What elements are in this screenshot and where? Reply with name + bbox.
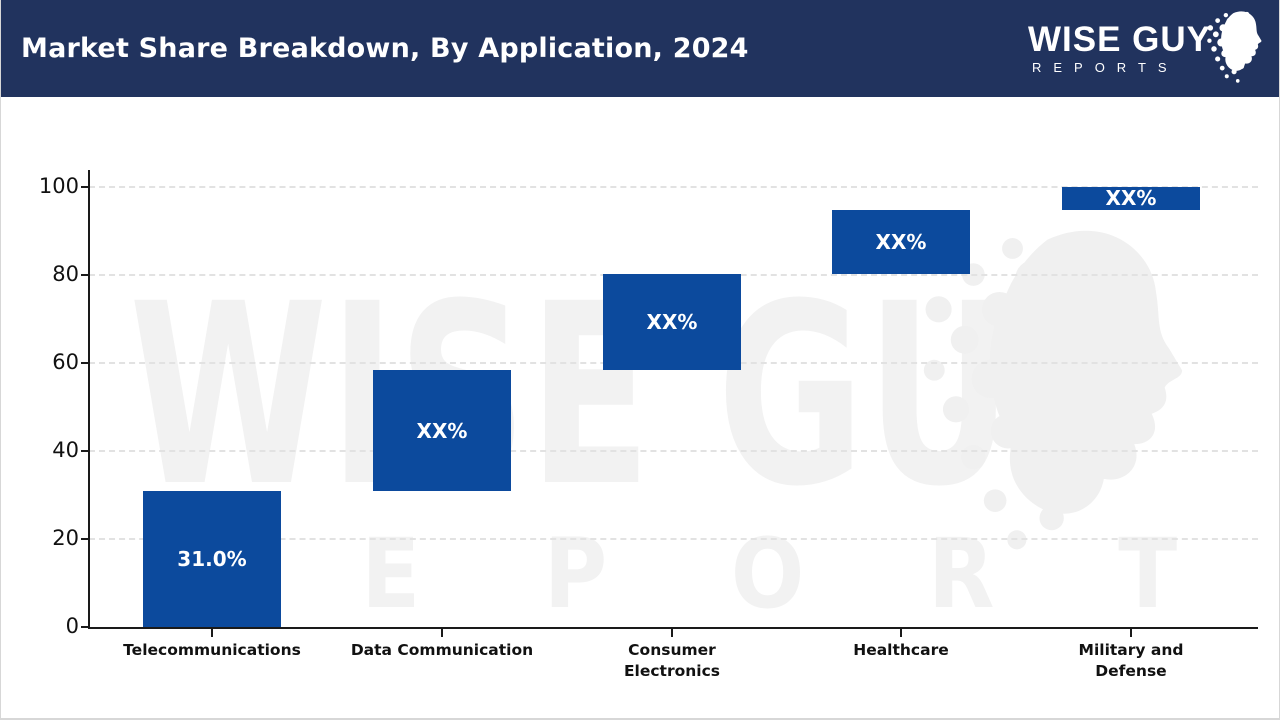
y-tick-mark [81,274,89,276]
waterfall-bar: XX% [1062,186,1200,211]
y-tick-label: 60 [52,350,79,374]
logo-subtitle: REPORTS [1031,59,1179,75]
wise-guy-logo: WISE GUY REPORTS [1028,6,1267,90]
x-category-label: Healthcare [853,641,949,659]
x-category-label: Data Communication [350,641,534,659]
y-tick-mark [81,450,89,452]
logo-wordmark: WISE GUY [1027,20,1211,60]
y-tick-mark [81,186,89,188]
x-tick-mark [671,629,673,637]
y-gridline [89,450,1258,452]
x-category-label: Military and Defense [1078,641,1184,680]
bar-value-label: XX% [646,310,698,335]
waterfall-bar: 31.0% [143,490,281,627]
y-tick-label: 80 [52,262,79,286]
y-gridline [89,186,1258,188]
waterfall-bar: XX% [603,274,741,371]
y-tick-mark [81,538,89,540]
x-category-label: Consumer Electronics [623,641,721,680]
bar-value-label: 31.0% [177,546,247,571]
x-tick-mark [211,629,213,637]
y-tick-mark [81,362,89,364]
y-tick-label: 20 [52,526,79,550]
waterfall-bar: XX% [832,209,970,275]
chart-title: Market Share Breakdown, By Application, … [21,33,749,64]
header-bar: Market Share Breakdown, By Application, … [1,0,1279,97]
x-tick-mark [1130,629,1132,637]
y-tick-mark [81,626,89,628]
watermark-subtitle: R E P O R T S [171,518,1279,630]
y-tick-label: 100 [38,174,79,198]
bar-value-label: XX% [416,418,468,443]
x-category-label: Telecommunications [123,641,301,659]
y-tick-label: 0 [65,614,79,638]
logo-head-icon [1207,11,1262,83]
bar-value-label: XX% [875,229,927,254]
waterfall-bar: XX% [373,370,511,491]
logo-text: WISE GUY REPORTS [1028,21,1211,75]
x-tick-mark [900,629,902,637]
x-tick-mark [441,629,443,637]
bar-value-label: XX% [1105,186,1157,211]
y-gridline [89,538,1258,540]
y-tick-label: 40 [52,438,79,462]
y-axis-line [88,170,90,629]
x-axis-line [88,627,1258,629]
